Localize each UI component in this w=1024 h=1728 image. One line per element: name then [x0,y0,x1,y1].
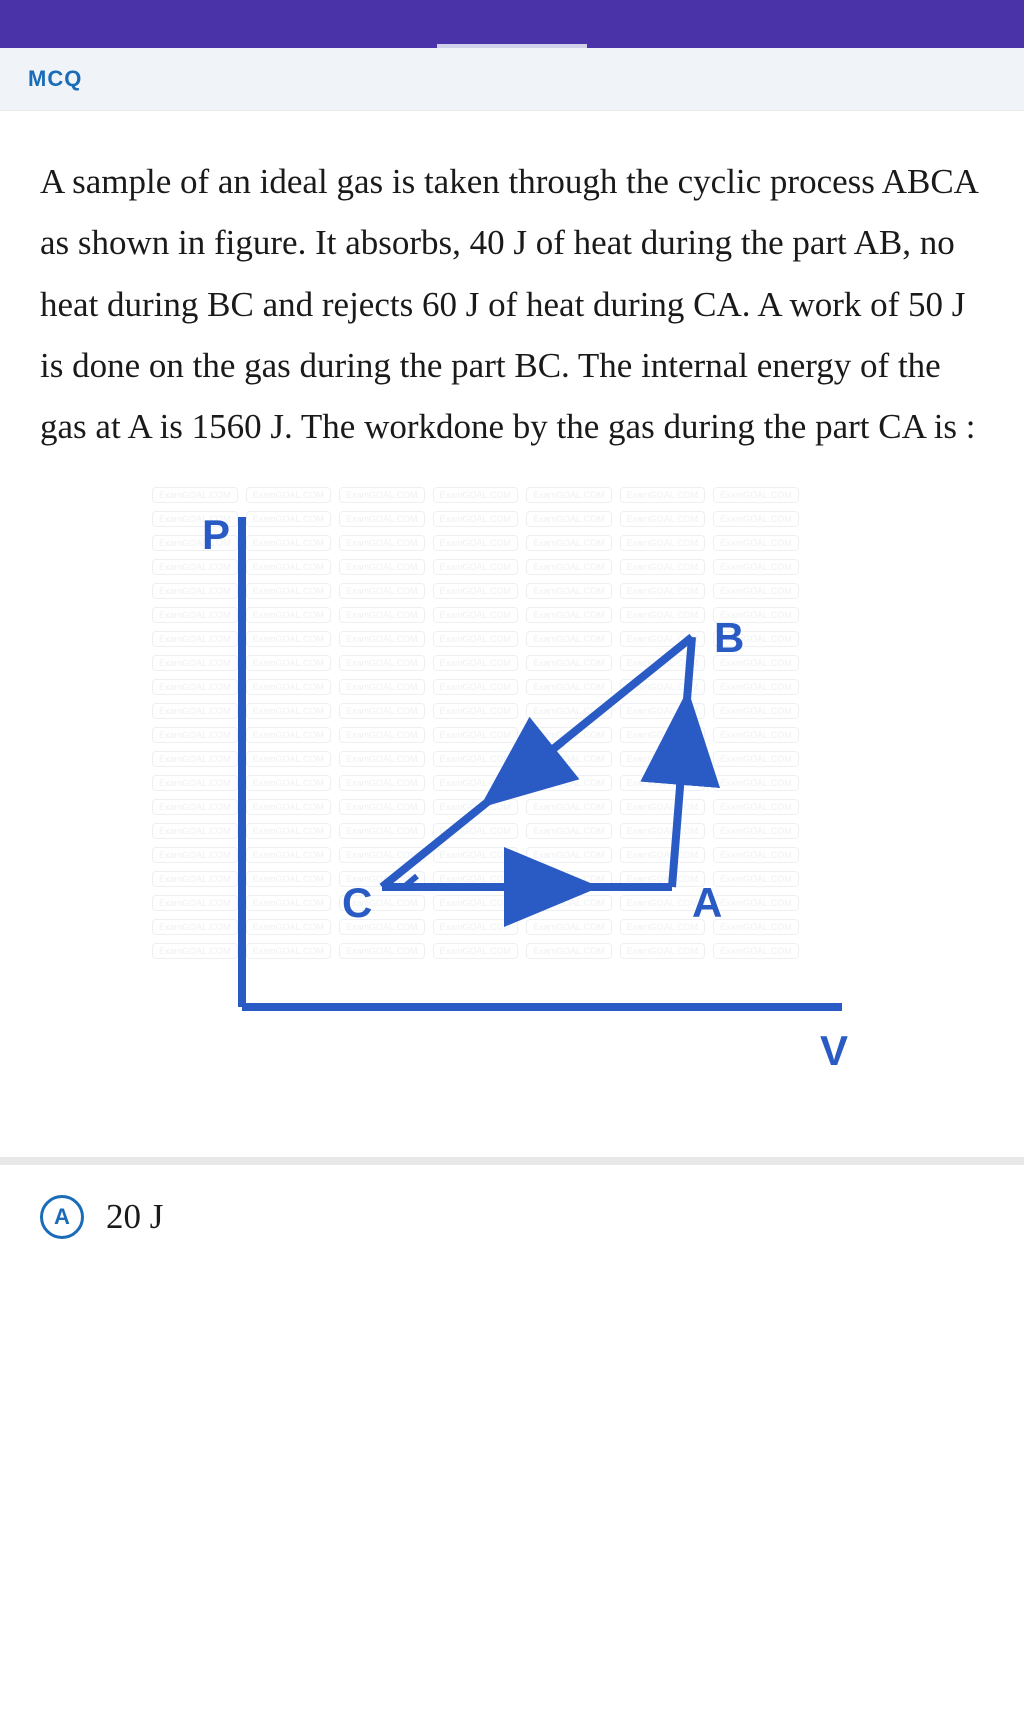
top-app-bar [0,0,1024,48]
question-body: A sample of an ideal gas is taken throug… [0,111,1024,1157]
arrow-b-to-c [517,742,562,778]
answer-option-a[interactable]: A 20 J [0,1165,1024,1269]
point-label-b: B [714,614,744,661]
mcq-label: MCQ [28,66,82,91]
section-divider [0,1157,1024,1165]
arrow-a-to-b [680,737,684,787]
answer-letter-badge: A [40,1195,84,1239]
pv-diagram-container: ExamGOAL.COMExamGOAL.COMExamGOAL.COMExam… [40,457,984,1127]
question-text: A sample of an ideal gas is taken throug… [40,151,984,457]
pv-diagram: P V B A C [152,487,872,1087]
point-label-c: C [342,879,372,926]
axis-label-p: P [202,511,230,558]
axis-label-v: V [820,1027,848,1074]
tab-indicator [437,44,587,48]
point-label-a: A [692,879,722,926]
answer-text: 20 J [106,1197,163,1237]
question-type-header: MCQ [0,48,1024,111]
